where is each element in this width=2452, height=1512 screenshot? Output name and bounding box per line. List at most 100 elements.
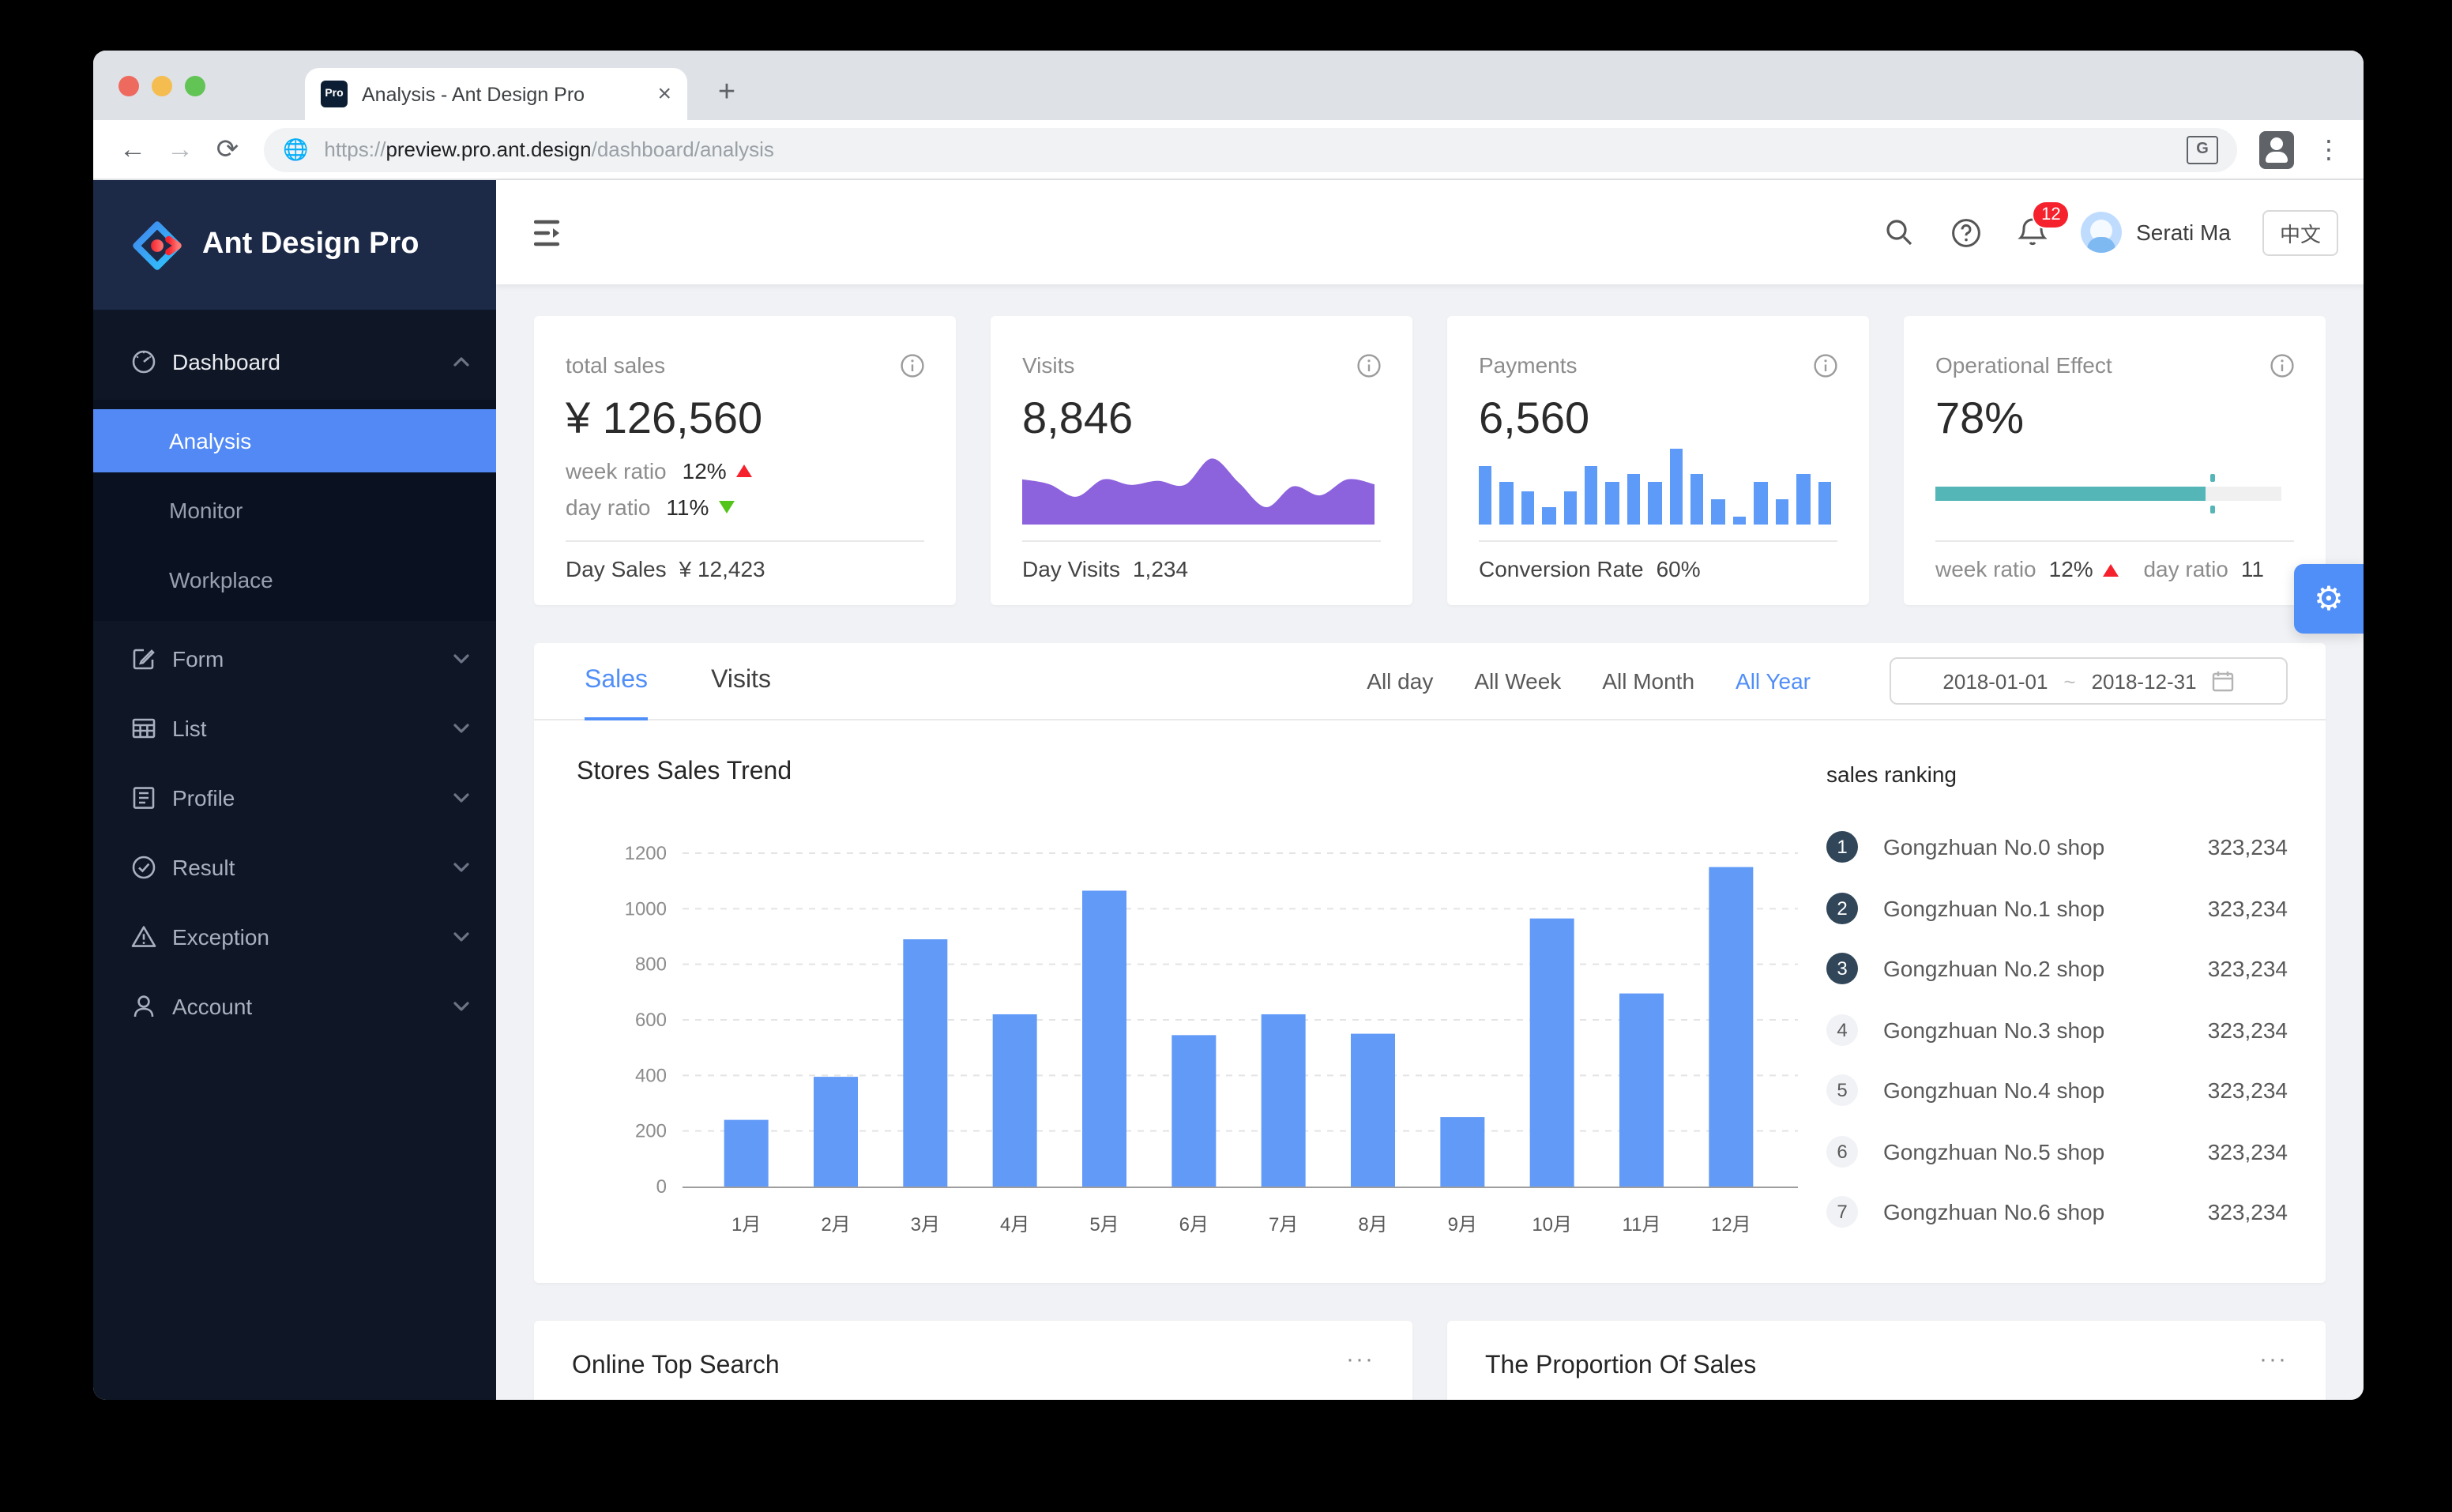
footer-value: 60% xyxy=(1656,556,1701,581)
filter-all-year[interactable]: All Year xyxy=(1736,668,1811,694)
shop-name: Gongzhuan No.6 shop xyxy=(1883,1199,2105,1224)
footer-ratio-label: week ratio xyxy=(1935,556,2036,581)
search-icon[interactable] xyxy=(1882,215,1916,250)
browser-profile-icon[interactable] xyxy=(2259,130,2294,168)
calendar-icon xyxy=(2213,670,2235,692)
mini-bar xyxy=(1521,491,1535,525)
svg-text:1月: 1月 xyxy=(731,1214,761,1236)
stats-row: total sales ¥ 126,560 week ratio 12% day … xyxy=(534,316,2326,605)
info-icon[interactable] xyxy=(2270,353,2294,377)
filter-all-day[interactable]: All day xyxy=(1367,668,1434,694)
sidebar-item-workplace[interactable]: Workplace xyxy=(93,548,496,611)
help-icon[interactable] xyxy=(1948,215,1983,250)
chevron-down-icon xyxy=(452,929,471,945)
bottom-row: Online Top Search ··· The Proportion Of … xyxy=(534,1321,2326,1400)
svg-text:200: 200 xyxy=(635,1121,667,1142)
filter-all-week[interactable]: All Week xyxy=(1474,668,1562,694)
sidebar-item-profile[interactable]: Profile xyxy=(93,766,496,829)
mini-bar xyxy=(1627,474,1641,525)
sidebar-collapse-icon[interactable] xyxy=(534,219,566,246)
tab-close-icon[interactable]: × xyxy=(657,81,671,107)
sidebar-item-form[interactable]: Form xyxy=(93,627,496,690)
mini-bar xyxy=(1818,482,1831,525)
online-top-search-card: Online Top Search ··· xyxy=(534,1321,1412,1400)
sidebar-item-result[interactable]: Result xyxy=(93,836,496,899)
rank-badge: 1 xyxy=(1826,831,1858,863)
sidebar: Ant Design Pro Dashboard Analysis Monitor W… xyxy=(93,180,496,1400)
ant-design-logo-icon xyxy=(133,220,182,269)
shop-name: Gongzhuan No.3 shop xyxy=(1883,1017,2105,1042)
notification-bell-icon[interactable]: 12 xyxy=(2014,202,2069,250)
date-range-picker[interactable]: 2018-01-01 ~ 2018-12-31 xyxy=(1890,657,2288,705)
ratio-block: week ratio 12% day ratio 11% xyxy=(566,452,924,531)
mini-bar xyxy=(1542,507,1556,525)
address-bar[interactable]: 🌐 https://preview.pro.ant.design/dashboa… xyxy=(264,127,2237,171)
rank-badge: 5 xyxy=(1826,1074,1858,1106)
forward-icon[interactable]: → xyxy=(167,134,194,164)
theme-settings-button[interactable]: ⚙ xyxy=(2294,564,2364,634)
browser-tab[interactable]: Pro Analysis - Ant Design Pro × xyxy=(305,68,687,120)
info-icon[interactable] xyxy=(1357,353,1381,377)
rank-badge: 2 xyxy=(1826,892,1858,923)
maximize-window-button[interactable] xyxy=(185,76,205,96)
user-menu[interactable]: Serati Ma xyxy=(2081,212,2231,253)
app-header: 12 Serati Ma 中文 xyxy=(496,180,2364,284)
chevron-down-icon xyxy=(452,999,471,1014)
chevron-down-icon xyxy=(452,790,471,806)
new-tab-button[interactable]: + xyxy=(717,76,736,109)
ellipsis-menu-icon[interactable]: ··· xyxy=(1346,1346,1375,1373)
rank-badge: 4 xyxy=(1826,1014,1858,1045)
ratio-label: week ratio xyxy=(566,457,667,483)
info-icon[interactable] xyxy=(901,353,924,377)
progress-target-tick xyxy=(2210,474,2216,482)
ratio-value: 11% xyxy=(666,494,709,519)
operational-progress-bar xyxy=(1935,474,2281,513)
shop-name: Gongzhuan No.1 shop xyxy=(1883,895,2105,920)
translate-icon[interactable]: G xyxy=(2187,135,2218,164)
ratio-label: day ratio xyxy=(566,494,651,519)
language-button[interactable]: 中文 xyxy=(2262,209,2338,255)
footer-label: Conversion Rate xyxy=(1479,556,1644,581)
footer-label: Day Sales xyxy=(566,556,667,581)
range-filters: All day All Week All Month All Year 2018-01… xyxy=(1367,657,2288,705)
info-icon[interactable] xyxy=(1814,353,1837,377)
card-title: Online Top Search xyxy=(572,1352,780,1379)
sidebar-item-monitor[interactable]: Monitor xyxy=(93,479,496,542)
card-title: Visits xyxy=(1022,352,1075,378)
date-start-input[interactable]: 2018-01-01 xyxy=(1942,669,2048,693)
browser-menu-icon[interactable]: ⋮ xyxy=(2316,137,2341,164)
tab-visits[interactable]: Visits xyxy=(711,667,771,694)
minimize-window-button[interactable] xyxy=(152,76,172,96)
sidebar-item-list[interactable]: List xyxy=(93,697,496,760)
logo[interactable]: Ant Design Pro xyxy=(93,180,496,310)
header-actions: 12 Serati Ma 中文 xyxy=(1882,202,2348,255)
ellipsis-menu-icon[interactable]: ··· xyxy=(2259,1346,2288,1373)
reload-icon[interactable]: ⟳ xyxy=(216,134,239,164)
mini-bar xyxy=(1479,466,1492,525)
operational-effect-card: Operational Effect 78% xyxy=(1904,316,2326,605)
caret-up-icon xyxy=(2102,564,2119,577)
tab-sales[interactable]: Sales xyxy=(585,643,649,720)
back-icon[interactable]: ← xyxy=(119,134,146,164)
gear-icon: ⚙ xyxy=(2314,581,2344,617)
app-root: Ant Design Pro Dashboard Analysis Monitor W… xyxy=(93,180,2364,1400)
footer-value: 1,234 xyxy=(1132,556,1189,581)
mini-bar xyxy=(1605,482,1619,525)
svg-text:2月: 2月 xyxy=(821,1214,850,1236)
footer-ratio-value: 12% xyxy=(2048,556,2093,581)
sidebar-item-dashboard[interactable]: Dashboard xyxy=(93,330,496,393)
sidebar-item-account[interactable]: Account xyxy=(93,975,496,1038)
close-window-button[interactable] xyxy=(118,76,139,96)
chart-title: Stores Sales Trend xyxy=(577,758,792,785)
svg-text:9月: 9月 xyxy=(1448,1214,1477,1236)
tab-header: Sales Visits All day All Week All Month All… xyxy=(534,643,2326,720)
mini-bar xyxy=(1754,482,1768,525)
rank-badge: 7 xyxy=(1826,1196,1858,1228)
sidebar-item-analysis[interactable]: Analysis xyxy=(93,409,496,472)
svg-text:1200: 1200 xyxy=(625,843,667,864)
date-end-input[interactable]: 2018-12-31 xyxy=(2091,669,2197,693)
filter-all-month[interactable]: All Month xyxy=(1602,668,1695,694)
shop-sales-value: 323,234 xyxy=(2207,1199,2288,1224)
notification-badge: 12 xyxy=(2033,202,2069,228)
sidebar-item-exception[interactable]: Exception xyxy=(93,905,496,969)
